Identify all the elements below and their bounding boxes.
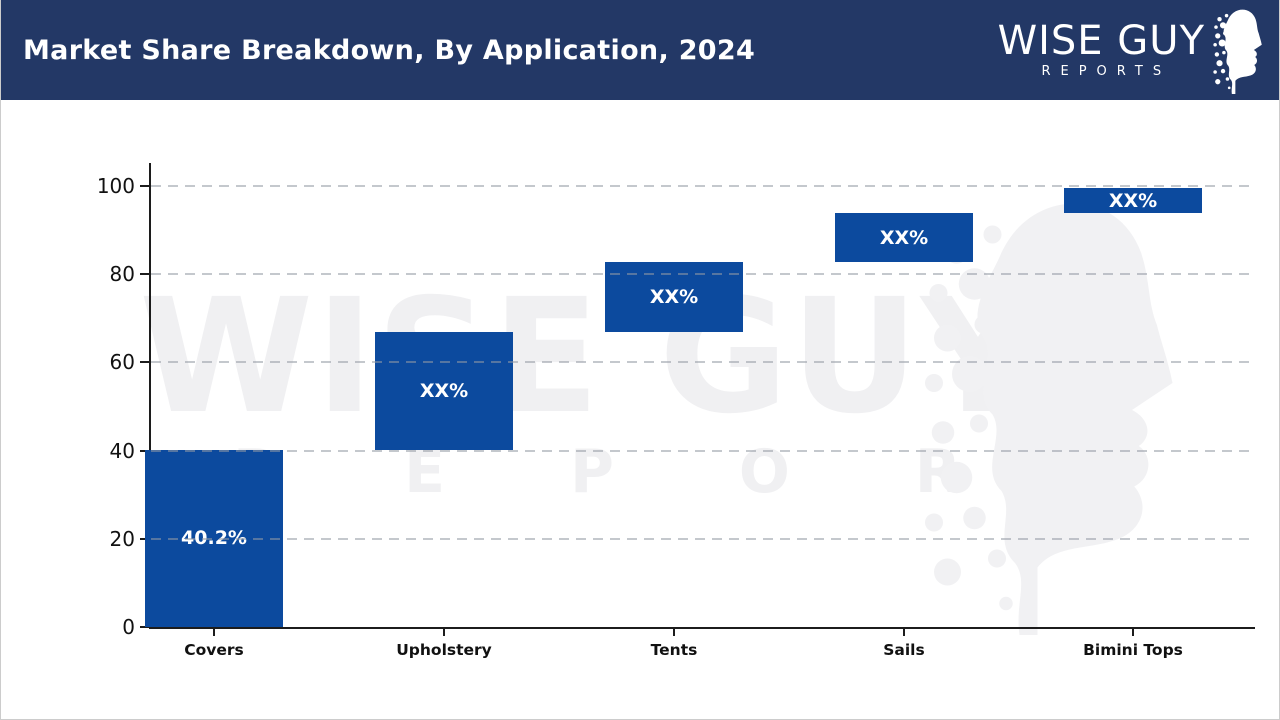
x-tick-covers [213, 629, 215, 636]
logo-wordmark: WISE GUY [997, 18, 1205, 64]
bar-sails: XX% [835, 212, 973, 263]
x-axis-label-bimini-tops: Bimini Tops [1083, 641, 1183, 659]
bar-value-label-bimini-tops: XX% [1108, 189, 1158, 212]
bar-value-label-sails: XX% [879, 226, 929, 249]
x-axis-label-sails: Sails [883, 641, 925, 659]
x-axis-label-tents: Tents [650, 641, 698, 659]
logo-face-icon [1211, 6, 1265, 94]
grid-line-20 [151, 537, 1255, 540]
grid-line-100 [151, 185, 1255, 187]
x-tick-sails [903, 629, 905, 636]
x-axis-label-upholstery: Upholstery [396, 641, 492, 659]
bar-bimini-tops: XX% [1064, 188, 1202, 213]
y-tick-100 [140, 185, 149, 187]
y-tick-label-20: 20 [109, 526, 135, 551]
y-tick-80 [140, 273, 149, 276]
chart-area: WISE GUY R E P O R T S 02040608010040.2%… [1, 100, 1279, 719]
y-tick-60 [140, 361, 149, 364]
bar-upholstery: XX% [375, 332, 513, 450]
bar-value-label-tents: XX% [649, 286, 699, 309]
logo-text: WISE GUY REPORTS [998, 21, 1205, 79]
y-tick-label-60: 60 [109, 350, 135, 375]
y-tick-label-0: 0 [122, 615, 135, 639]
page-title: Market Share Breakdown, By Application, … [23, 34, 756, 66]
y-tick-label-80: 80 [109, 262, 135, 287]
y-tick-label-100: 100 [96, 174, 135, 198]
x-axis-label-covers: Covers [184, 641, 244, 659]
y-tick-20 [140, 537, 149, 540]
grid-line-60 [151, 361, 1255, 364]
y-tick-label-40: 40 [109, 438, 135, 463]
logo-subtitle: REPORTS [1041, 64, 1172, 79]
x-tick-upholstery [443, 629, 445, 636]
wise-guy-reports-logo: WISE GUY REPORTS [998, 6, 1265, 94]
header-bar: Market Share Breakdown, By Application, … [1, 0, 1279, 100]
x-tick-bimini-tops [1132, 629, 1134, 636]
bar-value-label-upholstery: XX% [419, 380, 469, 403]
y-tick-40 [140, 449, 149, 452]
grid-line-40 [151, 449, 1255, 452]
grid-line-80 [151, 273, 1255, 276]
plot-area: 0 20 40 60 80 100 40.2% XX% XX% XX% XX% Covers Uphol… [97, 163, 1255, 659]
y-tick-0 [140, 626, 149, 628]
x-tick-tents [673, 629, 675, 636]
